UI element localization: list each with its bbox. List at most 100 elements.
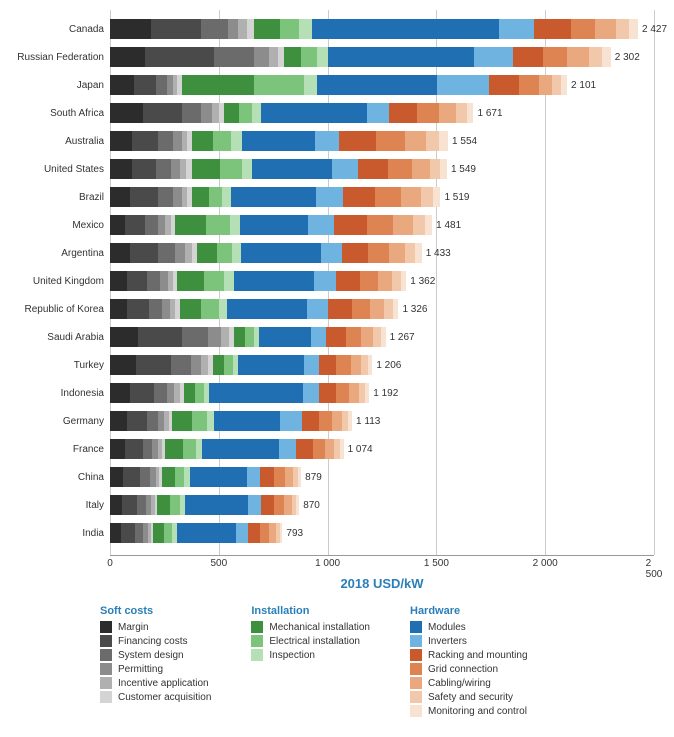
segment-grid_conn <box>571 19 595 39</box>
segment-financing <box>127 271 147 291</box>
country-label: Mexico <box>12 220 110 231</box>
segment-system_design <box>214 47 253 67</box>
segment-grid_conn <box>260 523 269 543</box>
legend-label: Incentive application <box>118 678 209 689</box>
segment-mech_install <box>234 327 245 347</box>
segment-system_design <box>145 215 158 235</box>
segment-financing <box>127 411 147 431</box>
segment-system_design <box>140 467 150 487</box>
country-label: Saudi Arabia <box>12 332 110 343</box>
segment-financing <box>125 439 142 459</box>
segment-inverters <box>303 383 318 403</box>
bar-row: India793 <box>110 522 303 544</box>
legend-group-title: Installation <box>251 605 370 617</box>
segment-elec_install <box>175 467 185 487</box>
segment-permitting <box>158 215 166 235</box>
segment-incentive <box>221 327 229 347</box>
segment-mech_install <box>197 243 217 263</box>
legend-label: Customer acquisition <box>118 692 211 703</box>
segment-grid_conn <box>274 495 284 515</box>
segment-racking <box>342 243 368 263</box>
x-axis-title: 2018 USD/kW <box>110 576 654 591</box>
bar-segments <box>110 47 611 67</box>
segment-inspection <box>242 159 253 179</box>
segment-monitoring <box>393 299 398 319</box>
segment-inverters <box>308 215 334 235</box>
total-label: 1 267 <box>390 332 415 343</box>
segment-monitoring <box>381 327 386 347</box>
legend-item: Financing costs <box>100 635 211 647</box>
segment-modules <box>242 131 316 151</box>
segment-financing <box>123 467 140 487</box>
segment-monitoring <box>425 215 433 235</box>
total-label: 1 481 <box>436 220 461 231</box>
segment-modules <box>231 187 317 207</box>
segment-mech_install <box>153 523 164 543</box>
legend-label: Grid connection <box>428 664 498 675</box>
segment-inspection <box>317 47 328 67</box>
bar-row: United States1 549 <box>110 158 476 180</box>
segment-financing <box>127 299 149 319</box>
segment-mech_install <box>192 131 214 151</box>
total-label: 2 101 <box>571 80 596 91</box>
total-label: 2 427 <box>642 24 667 35</box>
legend-item: Monitoring and control <box>410 705 528 717</box>
legend-item: Grid connection <box>410 663 528 675</box>
segment-system_design <box>182 103 202 123</box>
segment-grid_conn <box>346 327 361 347</box>
segment-margin <box>110 103 143 123</box>
country-label: United Kingdom <box>12 276 110 287</box>
bar-row: Turkey1 206 <box>110 354 401 376</box>
bar-row: France1 074 <box>110 438 373 460</box>
segment-inspection <box>224 271 234 291</box>
segment-monitoring <box>296 495 299 515</box>
segment-monitoring <box>348 411 352 431</box>
bar-row: Argentina1 433 <box>110 242 451 264</box>
legend-group-title: Hardware <box>410 605 528 617</box>
segment-elec_install <box>164 523 172 543</box>
segment-safety <box>430 159 441 179</box>
segment-racking <box>302 411 319 431</box>
segment-safety <box>405 243 415 263</box>
bar-row: Saudi Arabia1 267 <box>110 326 415 348</box>
bar-segments <box>110 243 422 263</box>
segment-inverters <box>437 75 489 95</box>
country-label: France <box>12 444 110 455</box>
country-label: Italy <box>12 500 110 511</box>
segment-inspection <box>299 19 312 39</box>
legend-swatch <box>100 677 112 689</box>
segment-monitoring <box>298 467 301 487</box>
x-tick-label: 2 000 <box>533 558 558 569</box>
segment-cabling <box>269 523 276 543</box>
segment-racking <box>358 159 388 179</box>
segment-modules <box>259 327 311 347</box>
segment-inspection <box>207 411 215 431</box>
segment-margin <box>110 439 125 459</box>
segment-permitting <box>254 47 269 67</box>
legend-item: Permitting <box>100 663 211 675</box>
legend-item: Incentive application <box>100 677 211 689</box>
country-label: Brazil <box>12 192 110 203</box>
segment-cabling <box>361 327 373 347</box>
segment-elec_install <box>209 187 222 207</box>
segment-permitting <box>167 383 175 403</box>
segment-racking <box>389 103 417 123</box>
segment-grid_conn <box>388 159 412 179</box>
segment-system_design <box>156 159 171 179</box>
segment-safety <box>421 187 433 207</box>
legend-item: Electrical installation <box>251 635 370 647</box>
segment-modules <box>185 495 247 515</box>
segment-monitoring <box>561 75 568 95</box>
segment-inverters <box>247 467 260 487</box>
segment-racking <box>513 47 543 67</box>
segment-cabling <box>284 495 292 515</box>
legend-item: Margin <box>100 621 211 633</box>
segment-racking <box>326 327 346 347</box>
segment-cabling <box>349 383 359 403</box>
segment-racking <box>489 75 519 95</box>
x-axis-ticks: 05001 0001 5002 0002 500 <box>110 556 654 574</box>
segment-inverters <box>279 439 296 459</box>
x-tick-label: 0 <box>107 558 113 569</box>
legend-label: System design <box>118 650 184 661</box>
segment-inverters <box>321 243 343 263</box>
